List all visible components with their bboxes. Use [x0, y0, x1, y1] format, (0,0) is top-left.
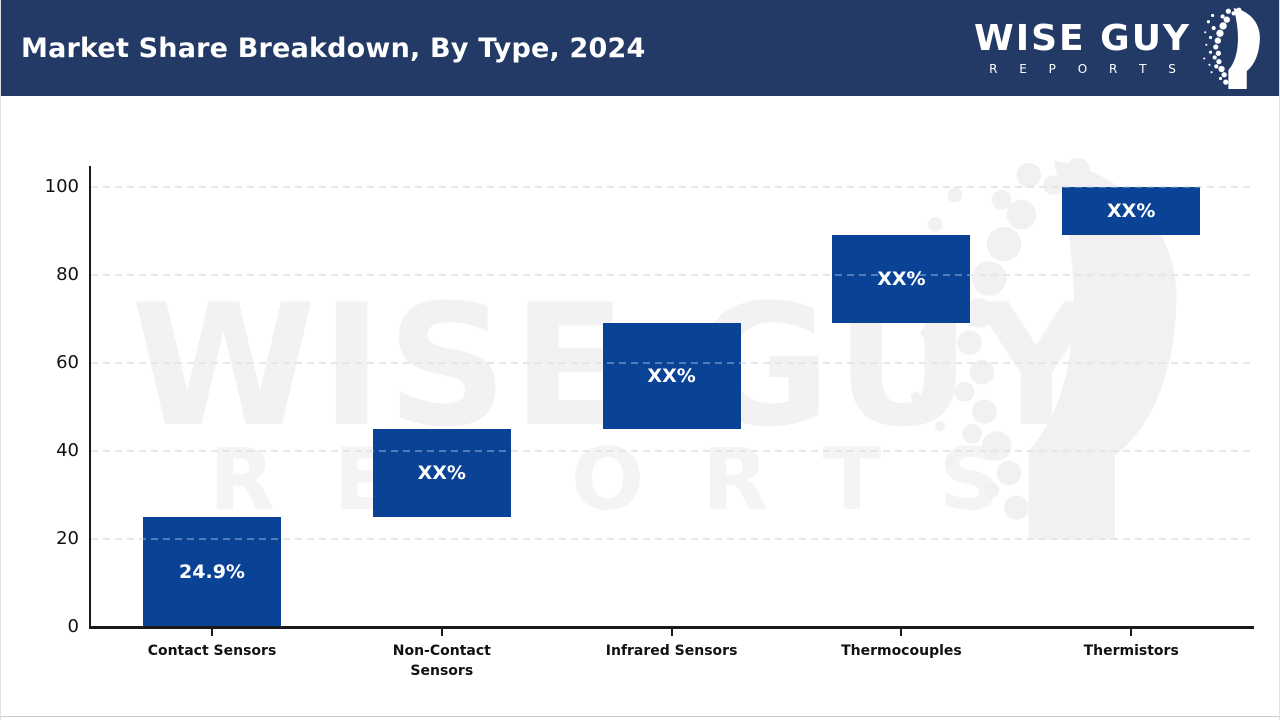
y-tick-label-20: 20: [56, 528, 79, 549]
chart-title: Market Share Breakdown, By Type, 2024: [21, 32, 646, 64]
x-axis-line: [89, 626, 1254, 629]
x-category-label-4: Thermocouples: [841, 643, 962, 659]
bar-5: [1062, 187, 1201, 236]
gridline-overlay-100: [91, 186, 1254, 188]
y-tick-label-80: 80: [56, 264, 79, 285]
x-tick-5: [1130, 629, 1133, 636]
y-tick-label-0: 0: [67, 616, 79, 637]
gridline-100: [91, 186, 1254, 188]
y-tick-label-100: 100: [44, 176, 79, 197]
gridline-overlay-60: [91, 362, 1254, 364]
x-category-label-1: Contact Sensors: [147, 643, 277, 659]
x-category-label-3: Infrared Sensors: [605, 643, 738, 659]
watermark-text-line2: REPORTS: [209, 430, 1060, 530]
bar-2: [372, 429, 511, 517]
header-band: Market Share Breakdown, By Type, 2024 WI…: [1, 0, 1279, 96]
bar-value-label-3: XX%: [647, 365, 696, 388]
bar-value-label-4: XX%: [877, 268, 926, 291]
bar-4: [832, 235, 971, 324]
x-category-label-5: Thermistors: [1083, 643, 1179, 659]
gridline-20: [91, 538, 1254, 540]
watermark-face-icon: [910, 157, 1177, 540]
y-tick-label-60: 60: [56, 352, 79, 373]
gridline-overlay-80: [91, 274, 1254, 276]
bar-value-label-1: 24.9%: [179, 561, 245, 583]
x-tick-2: [440, 629, 443, 636]
bar-value-label-2: XX%: [417, 462, 466, 484]
gridline-overlay-20: [91, 538, 1254, 540]
x-tick-1: [211, 629, 213, 636]
logo-subtext: R E P O R T S: [989, 61, 1185, 76]
logo-text: WISE GUY R E P O R T S: [973, 17, 1191, 76]
x-category-label-2: Non-Contact Sensors: [392, 643, 491, 680]
y-axis-spine: [89, 166, 91, 627]
bar-3: [602, 323, 741, 429]
gridline-80: [91, 274, 1254, 276]
bottom-divider: [1, 716, 1279, 717]
logo-wordmark: WISE GUY: [973, 17, 1191, 59]
wise-guy-logo: WISE GUY R E P O R T S: [974, 6, 1267, 90]
y-tick-label-40: 40: [56, 440, 79, 461]
bar-value-label-5: XX%: [1107, 200, 1156, 223]
gridline-overlay-40: [91, 450, 1254, 452]
x-tick-3: [670, 629, 673, 636]
gridline-40: [91, 450, 1254, 452]
dotted-face-icon: [1203, 7, 1260, 89]
bar-1: [143, 517, 281, 627]
x-tick-4: [900, 629, 903, 636]
